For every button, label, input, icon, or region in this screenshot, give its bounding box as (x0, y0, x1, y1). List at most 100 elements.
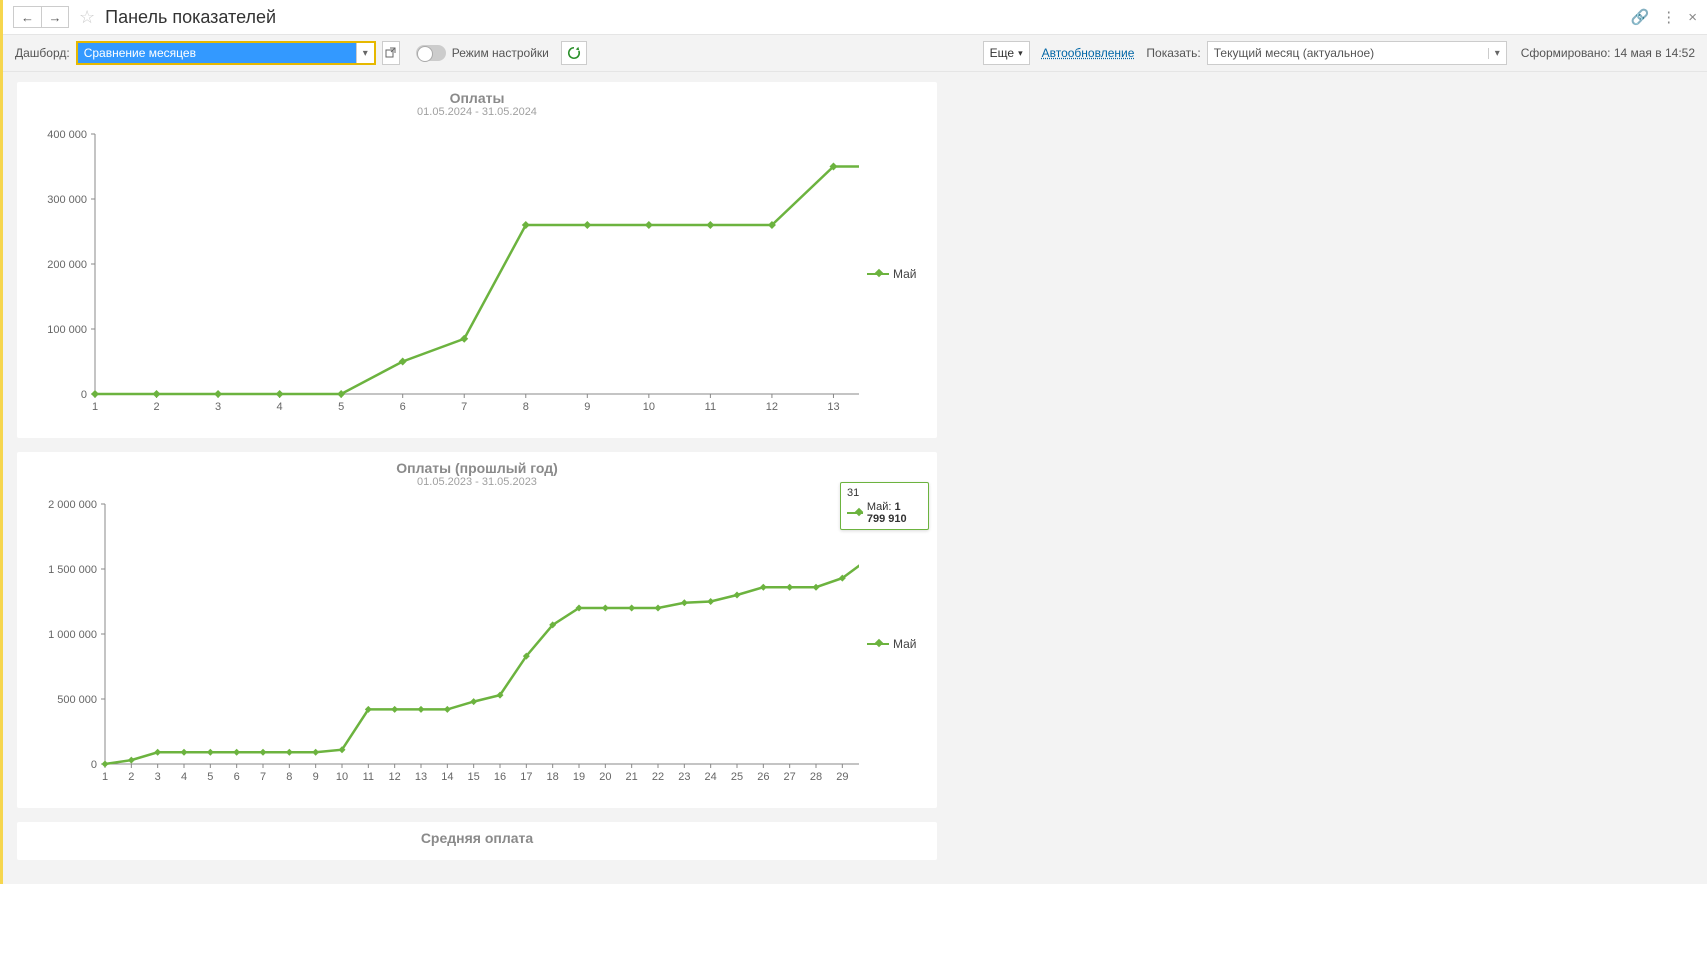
show-label: Показать: (1146, 46, 1200, 60)
chart-panel-3: Средняя оплата (17, 822, 937, 860)
svg-text:9: 9 (313, 771, 319, 783)
nav-buttons: ← → (13, 6, 69, 28)
svg-text:6: 6 (234, 771, 240, 783)
header-bar: ← → ☆ Панель показателей 🔗 ⋮ × (3, 0, 1707, 34)
svg-text:500 000: 500 000 (57, 694, 97, 706)
chart1-svg[interactable]: 0100 000200 000300 000400 00012345678910… (25, 124, 859, 424)
dashboard-select[interactable]: ▾ (76, 41, 376, 65)
period-value: Текущий месяц (актуальное) (1208, 46, 1488, 60)
chart2-legend-label: Май (893, 637, 917, 651)
svg-text:18: 18 (547, 771, 559, 783)
period-dropdown-icon[interactable]: ▾ (1488, 48, 1506, 59)
legend-marker-icon (847, 512, 863, 514)
svg-text:0: 0 (81, 389, 87, 401)
svg-text:9: 9 (584, 401, 590, 413)
svg-text:2: 2 (128, 771, 134, 783)
page-title: Панель показателей (105, 7, 1624, 28)
svg-text:1 500 000: 1 500 000 (48, 564, 97, 576)
svg-text:13: 13 (415, 771, 427, 783)
chart2-legend: Май (859, 494, 929, 794)
svg-text:11: 11 (705, 401, 716, 413)
more-button-label: Еще (990, 46, 1014, 60)
svg-text:10: 10 (336, 771, 348, 783)
svg-text:3: 3 (215, 401, 221, 413)
more-button[interactable]: Еще ▾ (983, 41, 1030, 65)
svg-text:13: 13 (827, 401, 839, 413)
chart1-legend: Май (859, 124, 929, 424)
svg-text:27: 27 (784, 771, 796, 783)
open-external-button[interactable] (382, 41, 400, 65)
chart-panel-2: Оплаты (прошлый год) 01.05.2023 - 31.05.… (17, 452, 937, 808)
svg-text:0: 0 (91, 759, 97, 771)
legend-marker-icon (867, 273, 889, 275)
generated-label: Сформировано: 14 мая в 14:52 (1521, 46, 1695, 60)
svg-text:10: 10 (643, 401, 655, 413)
tooltip-x-label: 31 (847, 487, 922, 499)
auto-refresh-link[interactable]: Автообновление (1042, 46, 1135, 60)
chart3-title: Средняя оплата (25, 830, 929, 846)
svg-text:17: 17 (520, 771, 532, 783)
legend-marker-icon (867, 643, 889, 645)
svg-text:7: 7 (461, 401, 467, 413)
svg-text:16: 16 (494, 771, 506, 783)
svg-text:400 000: 400 000 (47, 129, 87, 141)
svg-text:8: 8 (523, 401, 529, 413)
svg-text:12: 12 (389, 771, 401, 783)
svg-text:25: 25 (731, 771, 743, 783)
chart1-title: Оплаты (25, 90, 929, 106)
svg-text:14: 14 (441, 771, 453, 783)
kebab-menu-icon[interactable]: ⋮ (1661, 8, 1676, 26)
chart2-tooltip: 31 Май: 1 799 910 (840, 482, 929, 530)
chart2-subtitle: 01.05.2023 - 31.05.2023 (25, 476, 929, 488)
svg-text:23: 23 (678, 771, 690, 783)
svg-text:300 000: 300 000 (47, 194, 87, 206)
svg-text:11: 11 (363, 771, 374, 783)
tooltip-series-label: Май: 1 799 910 (867, 501, 922, 525)
svg-text:29: 29 (836, 771, 848, 783)
toolbar: Дашборд: ▾ Режим настройки Еще ▾ Автообн… (3, 34, 1707, 72)
chevron-down-icon: ▾ (1018, 48, 1023, 59)
chart2-title: Оплаты (прошлый год) (25, 460, 929, 476)
svg-text:21: 21 (626, 771, 638, 783)
chart1-legend-label: Май (893, 267, 917, 281)
svg-text:7: 7 (260, 771, 266, 783)
svg-text:2 000 000: 2 000 000 (48, 499, 97, 511)
svg-text:20: 20 (599, 771, 611, 783)
svg-text:5: 5 (338, 401, 344, 413)
content-area: Оплаты 01.05.2024 - 31.05.2024 0 100 000 2… (3, 72, 1707, 884)
svg-text:24: 24 (705, 771, 717, 783)
settings-mode-label: Режим настройки (452, 46, 549, 60)
svg-text:5: 5 (207, 771, 213, 783)
svg-text:3: 3 (155, 771, 161, 783)
svg-text:15: 15 (468, 771, 480, 783)
dashboard-input[interactable] (78, 43, 356, 63)
back-button[interactable]: ← (13, 6, 41, 28)
svg-text:22: 22 (652, 771, 664, 783)
period-select[interactable]: Текущий месяц (актуальное) ▾ (1207, 41, 1507, 65)
svg-text:8: 8 (286, 771, 292, 783)
svg-text:4: 4 (277, 401, 283, 413)
svg-text:26: 26 (757, 771, 769, 783)
link-icon[interactable]: 🔗 (1631, 8, 1650, 26)
svg-text:1: 1 (92, 401, 98, 413)
svg-text:4: 4 (181, 771, 187, 783)
close-icon[interactable]: × (1688, 9, 1697, 26)
svg-text:28: 28 (810, 771, 822, 783)
chart2-svg[interactable]: 0500 0001 000 0001 500 0002 000 00012345… (25, 494, 859, 794)
svg-text:6: 6 (400, 401, 406, 413)
favorite-star-icon[interactable]: ☆ (79, 7, 95, 28)
svg-text:200 000: 200 000 (47, 259, 87, 271)
forward-button[interactable]: → (41, 6, 69, 28)
chart1-subtitle: 01.05.2024 - 31.05.2024 (25, 106, 929, 118)
svg-text:12: 12 (766, 401, 778, 413)
svg-text:19: 19 (573, 771, 585, 783)
svg-text:1 000 000: 1 000 000 (48, 629, 97, 641)
svg-text:2: 2 (153, 401, 159, 413)
refresh-button[interactable] (561, 41, 587, 65)
svg-text:1: 1 (102, 771, 108, 783)
chart-panel-1: Оплаты 01.05.2024 - 31.05.2024 0 100 000 2… (17, 82, 937, 438)
dashboard-dropdown-icon[interactable]: ▾ (356, 43, 374, 63)
settings-mode-toggle[interactable] (416, 45, 446, 61)
refresh-icon (567, 46, 581, 60)
svg-text:100 000: 100 000 (47, 324, 87, 336)
